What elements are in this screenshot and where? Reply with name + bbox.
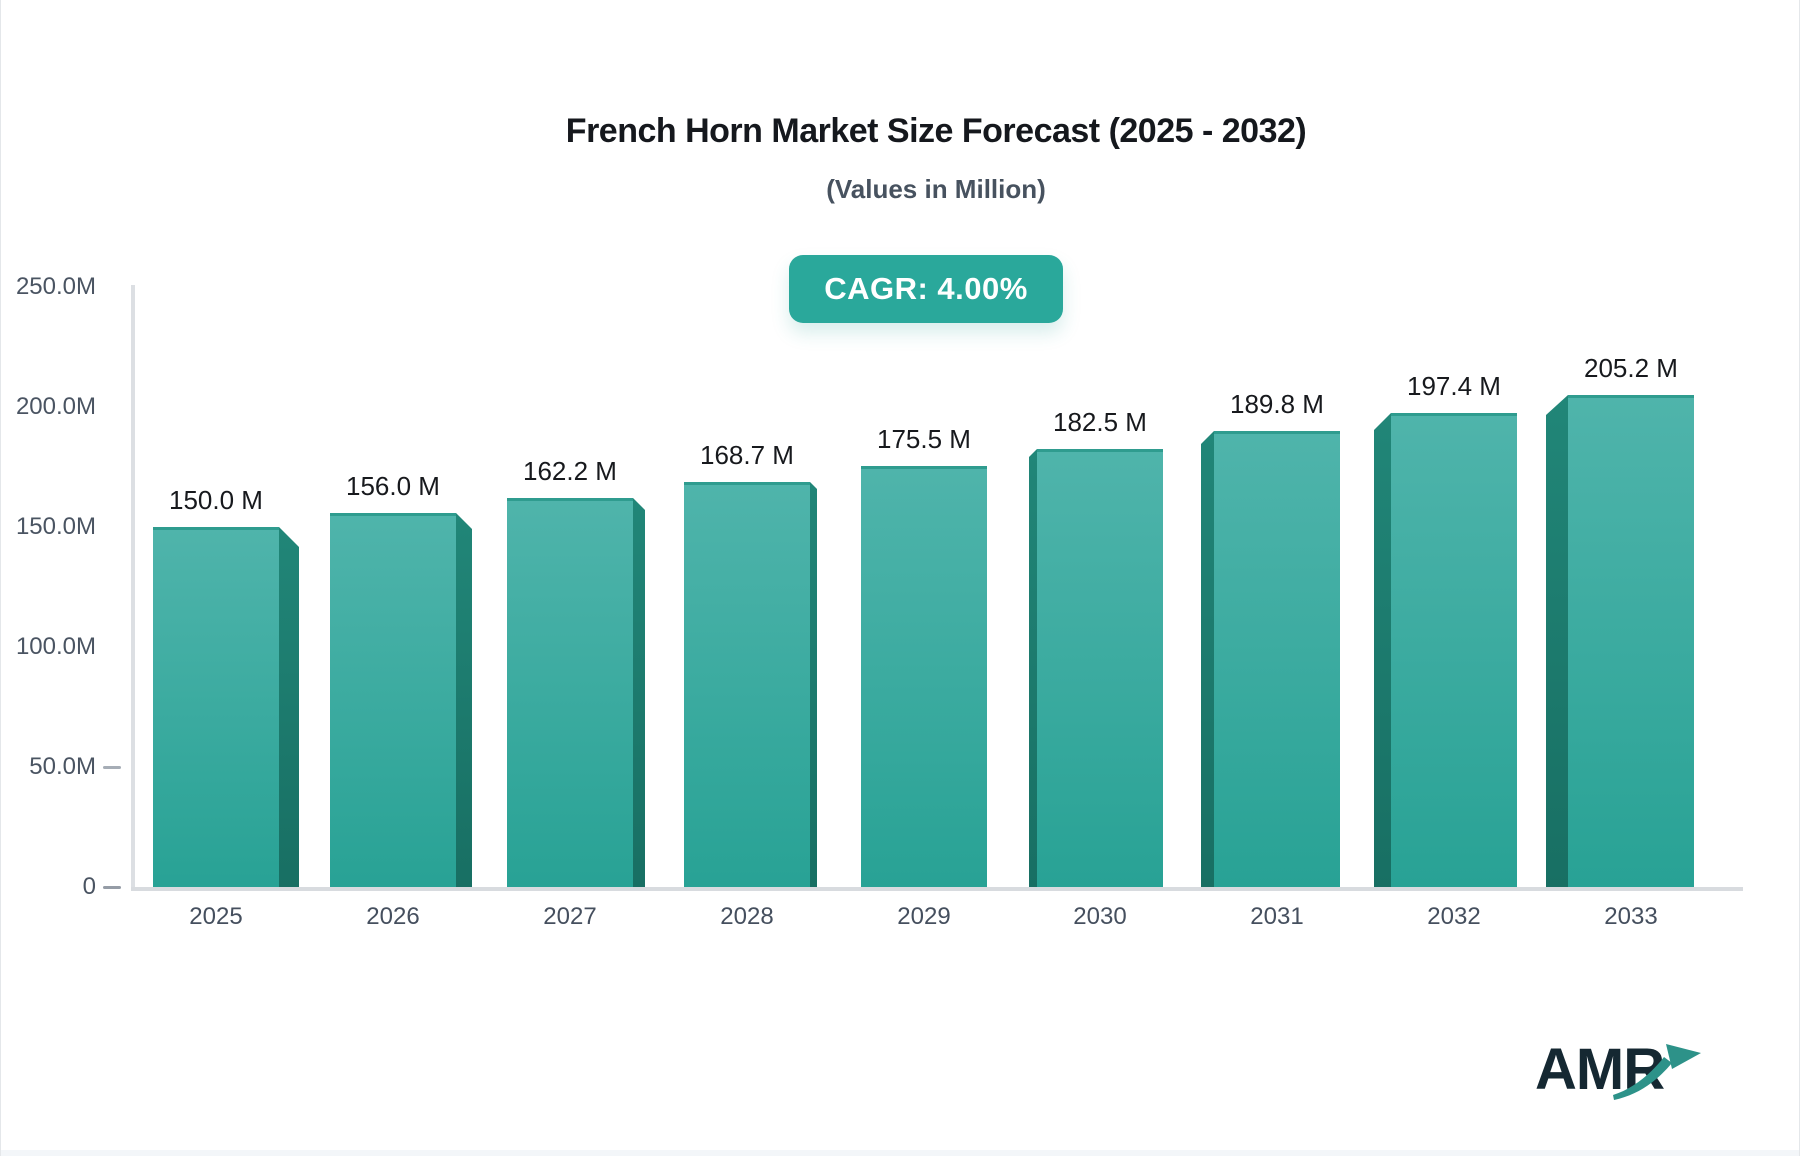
x-tick-label-2027: 2027 (543, 903, 597, 930)
x-tick-label-2026: 2026 (366, 903, 420, 930)
chart-subtitle: (Values in Million) (826, 174, 1046, 204)
bar-side-face-2033 (1546, 395, 1568, 887)
bar-2027[interactable] (507, 498, 633, 887)
x-tick-label-2033: 2033 (1604, 903, 1658, 930)
x-tick-label-2028: 2028 (720, 903, 774, 930)
bar-2031[interactable] (1214, 431, 1340, 887)
bar-side-face-2026 (456, 513, 472, 887)
bar-value-label-2027: 162.2 M (523, 456, 617, 486)
bar-2032[interactable] (1391, 413, 1517, 887)
y-tick-label-200.0M: 200.0M (15, 393, 96, 420)
x-tick-label-2031: 2031 (1250, 903, 1304, 930)
x-tick-label-2025: 2025 (189, 903, 243, 930)
bar-value-label-2029: 175.5 M (877, 424, 971, 454)
x-tick-label-2032: 2032 (1427, 903, 1481, 930)
bar-value-label-2032: 197.4 M (1407, 371, 1501, 401)
bar-value-label-2033: 205.2 M (1584, 353, 1678, 383)
bar-2028[interactable] (684, 482, 810, 887)
bar-side-face-2025 (279, 527, 299, 887)
bar-side-face-2032 (1374, 413, 1391, 887)
y-tick-label-150.0M: 150.0M (15, 513, 96, 540)
amr-logo: AMR (1529, 1036, 1719, 1112)
bar-value-label-2026: 156.0 M (346, 471, 440, 501)
bar-side-face-2030 (1029, 449, 1037, 887)
bar-2025[interactable] (153, 527, 279, 887)
y-tick-label-100.0M: 100.0M (15, 633, 96, 660)
y-tick-label-250.0M: 250.0M (15, 273, 96, 300)
bar-value-label-2028: 168.7 M (700, 440, 794, 470)
y-axis-line (131, 285, 135, 887)
bar-2030[interactable] (1037, 449, 1163, 887)
bar-2029[interactable] (861, 466, 987, 887)
cagr-badge-label: CAGR: 4.00% (824, 271, 1028, 306)
bar-side-face-2028 (810, 482, 817, 887)
amr-logo-text: AMR (1535, 1037, 1665, 1102)
bar-value-label-2030: 182.5 M (1053, 407, 1147, 437)
y-tick-label-0: 0 (82, 873, 96, 900)
y-tick-label-50.0M: 50.0M (29, 753, 96, 780)
cagr-badge: CAGR: 4.00% (789, 255, 1063, 323)
bar-2026[interactable] (330, 513, 456, 887)
bar-value-label-2025: 150.0 M (169, 485, 263, 515)
x-axis-line (131, 887, 1743, 891)
bar-side-face-2031 (1201, 431, 1214, 887)
y-axis-tick (103, 766, 121, 769)
trend-up-arrow-icon (1613, 1044, 1701, 1100)
chart-title: French Horn Market Size Forecast (2025 -… (565, 112, 1307, 150)
bar-side-face-2027 (633, 498, 645, 887)
bar-value-label-2031: 189.8 M (1230, 389, 1324, 419)
y-axis-tick (103, 886, 121, 889)
x-tick-label-2030: 2030 (1073, 903, 1127, 930)
page-bottom-strip (1, 1150, 1799, 1156)
bar-2033[interactable] (1568, 395, 1694, 887)
x-tick-label-2029: 2029 (897, 903, 951, 930)
